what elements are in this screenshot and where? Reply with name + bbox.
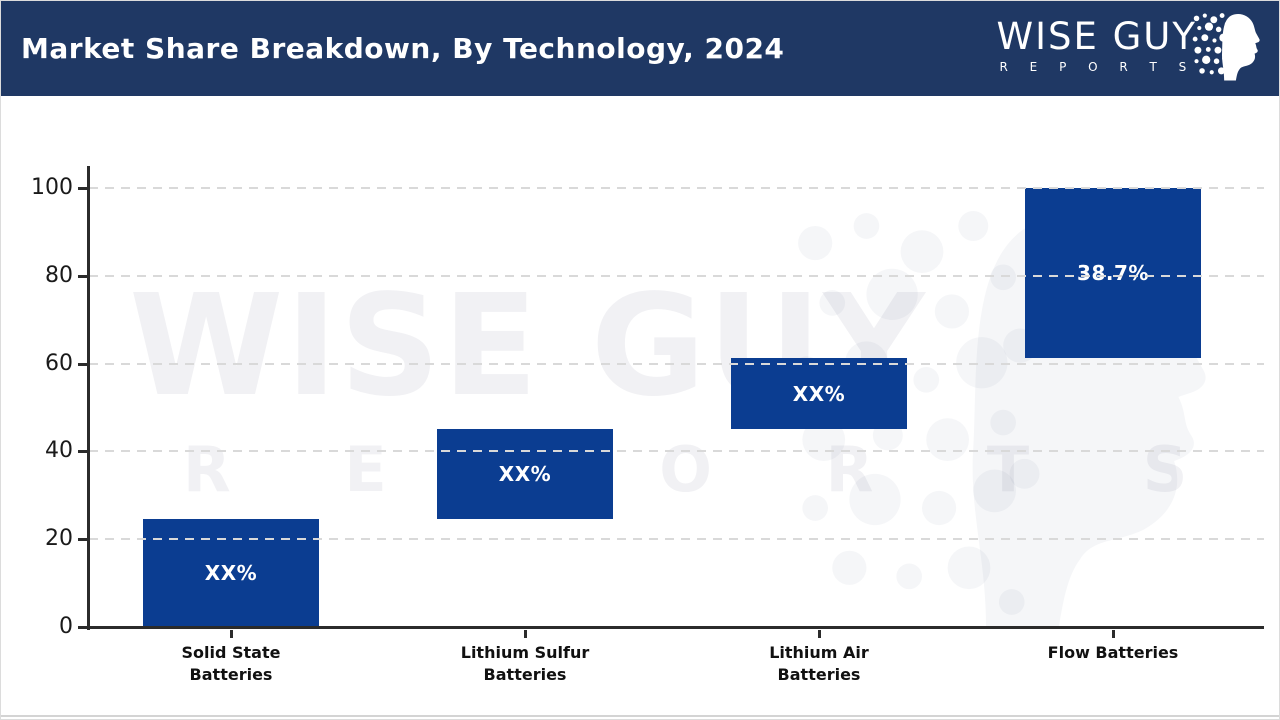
y-axis-tick-label: 60 (45, 350, 73, 376)
x-axis-tick (524, 630, 527, 638)
gridline (89, 187, 1264, 189)
category-label-line: Lithium Air (769, 643, 869, 662)
gridline (89, 362, 1264, 365)
category-label-line: Lithium Sulfur (460, 643, 590, 662)
logo-wordmark: WISE GUY (996, 15, 1197, 58)
logo-subtext: R E P O R T S (999, 60, 1196, 74)
logo-text: WISE GUY R E P O R T S (997, 18, 1197, 74)
bar-value-label: 38.7% (1077, 260, 1149, 285)
x-axis-tick (818, 630, 821, 638)
y-axis-tick (78, 274, 87, 278)
category-label-line: Batteries (189, 664, 273, 684)
y-axis-tick-label: 80 (45, 262, 73, 288)
bar-value-label: XX% (204, 561, 258, 586)
y-axis-tick-label: 20 (45, 526, 73, 552)
x-axis-category-label: Solid State Batteries (84, 642, 378, 685)
category-label-line: Flow Batteries (1047, 643, 1179, 662)
gridline (89, 450, 1264, 453)
bar: XX% (731, 357, 907, 430)
category-label-line: Batteries (483, 664, 567, 684)
y-axis-spine (87, 166, 90, 630)
header-bar: Market Share Breakdown, By Technology, 2… (1, 1, 1279, 96)
watermark-subtext: R E P O R T S (183, 433, 1234, 506)
footer-divider (1, 715, 1279, 717)
bar: XX% (437, 429, 613, 520)
bar-value-label: XX% (792, 381, 846, 406)
gridline (89, 274, 1264, 277)
gridline (89, 538, 1264, 541)
x-axis-category-label: Lithium Sulfur Batteries (378, 642, 672, 685)
x-axis-tick (230, 630, 233, 638)
y-axis-tick-label: 100 (31, 175, 73, 200)
y-axis-tick (78, 538, 87, 542)
bar: 38.7% (1025, 188, 1201, 358)
chart-title: Market Share Breakdown, By Technology, 2… (21, 32, 785, 65)
x-axis-category-label: Flow Batteries (966, 642, 1260, 664)
y-axis-tick-label: 0 (59, 614, 73, 639)
bar-value-label: XX% (498, 462, 552, 487)
y-axis-tick (78, 362, 87, 366)
y-axis-tick-label: 40 (45, 438, 73, 464)
category-label-line: Batteries (777, 664, 861, 684)
logo-face-icon (1192, 13, 1260, 81)
x-axis-category-label: Lithium Air Batteries (672, 642, 966, 685)
x-axis-tick (1112, 630, 1115, 638)
category-label-line: Solid State (181, 643, 281, 662)
y-axis-tick (78, 450, 87, 454)
y-axis-tick (78, 187, 87, 190)
wise-guy-logo: WISE GUY R E P O R T S (997, 11, 1267, 81)
bar: XX% (143, 519, 319, 627)
x-axis-spine (87, 626, 1264, 629)
y-axis-tick (78, 626, 87, 629)
